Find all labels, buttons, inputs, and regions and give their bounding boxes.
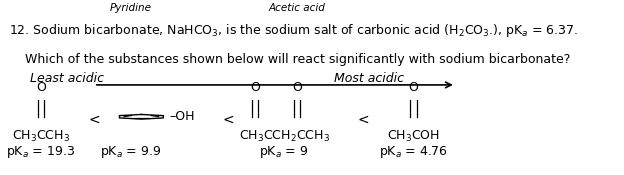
Text: –OH: –OH (169, 110, 195, 123)
Text: <: < (358, 112, 369, 126)
Text: <: < (223, 112, 235, 126)
Text: pK$_a$ = 9.9: pK$_a$ = 9.9 (100, 144, 162, 160)
Text: Which of the substances shown below will react significantly with sodium bicarbo: Which of the substances shown below will… (9, 53, 571, 66)
Text: Pyridine: Pyridine (110, 3, 152, 13)
Text: O: O (409, 81, 419, 94)
Text: 12. Sodium bicarbonate, NaHCO$_3$, is the sodium salt of carbonic acid (H$_2$CO$: 12. Sodium bicarbonate, NaHCO$_3$, is th… (9, 22, 578, 39)
Text: CH$_3$CCH$_3$: CH$_3$CCH$_3$ (12, 129, 70, 144)
Text: Acetic acid: Acetic acid (269, 3, 326, 13)
Text: <: < (88, 112, 100, 126)
Text: pK$_a$ = 9: pK$_a$ = 9 (260, 144, 309, 160)
Text: O: O (292, 81, 302, 94)
Text: O: O (36, 81, 46, 94)
Text: pK$_a$ = 4.76: pK$_a$ = 4.76 (379, 144, 447, 160)
Text: CH$_3$COH: CH$_3$COH (387, 129, 440, 144)
Text: Most acidic: Most acidic (334, 72, 404, 85)
Text: CH$_3$CCH$_2$CCH$_3$: CH$_3$CCH$_2$CCH$_3$ (238, 129, 329, 144)
Text: pK$_a$ = 19.3: pK$_a$ = 19.3 (6, 144, 76, 160)
Text: Least acidic: Least acidic (31, 72, 104, 85)
Text: O: O (250, 81, 260, 94)
